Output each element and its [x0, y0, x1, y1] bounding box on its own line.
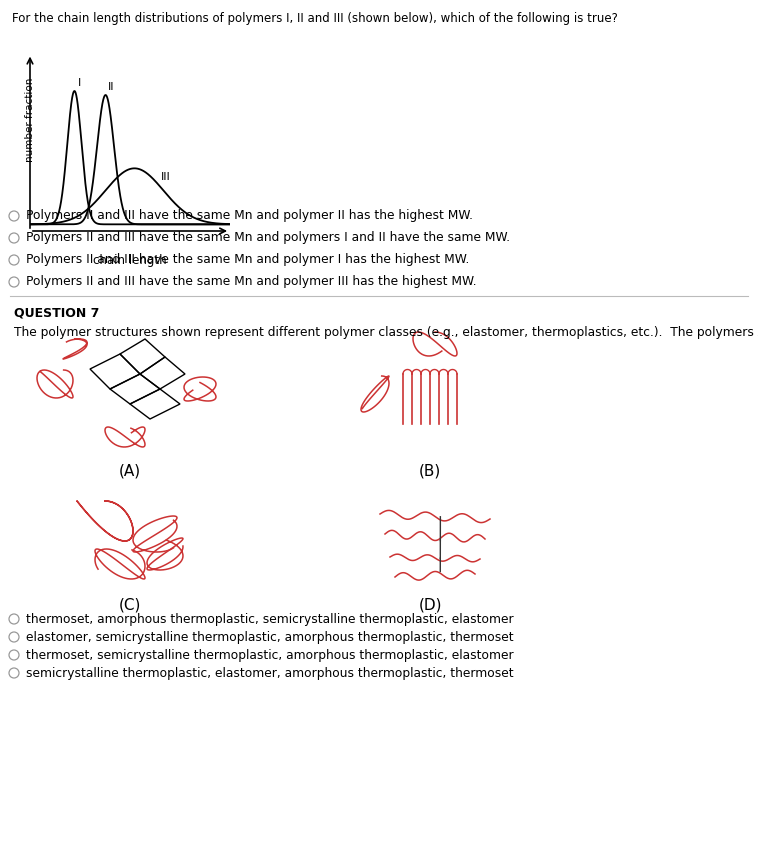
Text: Polymers II and III have the same Mn and polymers I and II have the same MW.: Polymers II and III have the same Mn and… — [26, 232, 510, 245]
Text: chain length: chain length — [93, 254, 167, 267]
Text: I: I — [78, 78, 81, 89]
Text: Polymers II and III have the same Mn and polymer II has the highest MW.: Polymers II and III have the same Mn and… — [26, 209, 473, 222]
Text: (C): (C) — [119, 597, 141, 612]
Text: II: II — [108, 83, 114, 92]
Text: QUESTION 7: QUESTION 7 — [14, 306, 99, 319]
Text: thermoset, semicrystalline thermoplastic, amorphous thermoplastic, elastomer: thermoset, semicrystalline thermoplastic… — [26, 648, 514, 661]
Text: For the chain length distributions of polymers I, II and III (shown below), whic: For the chain length distributions of po… — [12, 12, 618, 25]
Text: semicrystalline thermoplastic, elastomer, amorphous thermoplastic, thermoset: semicrystalline thermoplastic, elastomer… — [26, 666, 514, 679]
Text: elastomer, semicrystalline thermoplastic, amorphous thermoplastic, thermoset: elastomer, semicrystalline thermoplastic… — [26, 630, 514, 643]
Text: thermoset, amorphous thermoplastic, semicrystalline thermoplastic, elastomer: thermoset, amorphous thermoplastic, semi… — [26, 612, 514, 625]
Text: (D): (D) — [418, 597, 442, 612]
Text: III: III — [161, 171, 171, 182]
Text: Polymers II and III have the same Mn and polymer I has the highest MW.: Polymers II and III have the same Mn and… — [26, 253, 469, 267]
Text: Polymers II and III have the same Mn and polymer III has the highest MW.: Polymers II and III have the same Mn and… — [26, 276, 477, 288]
Text: The polymer structures shown represent different polymer classes (e.g., elastome: The polymer structures shown represent d… — [14, 326, 758, 339]
Text: (A): (A) — [119, 464, 141, 479]
Text: number fraction: number fraction — [25, 77, 35, 162]
Text: (B): (B) — [419, 464, 441, 479]
